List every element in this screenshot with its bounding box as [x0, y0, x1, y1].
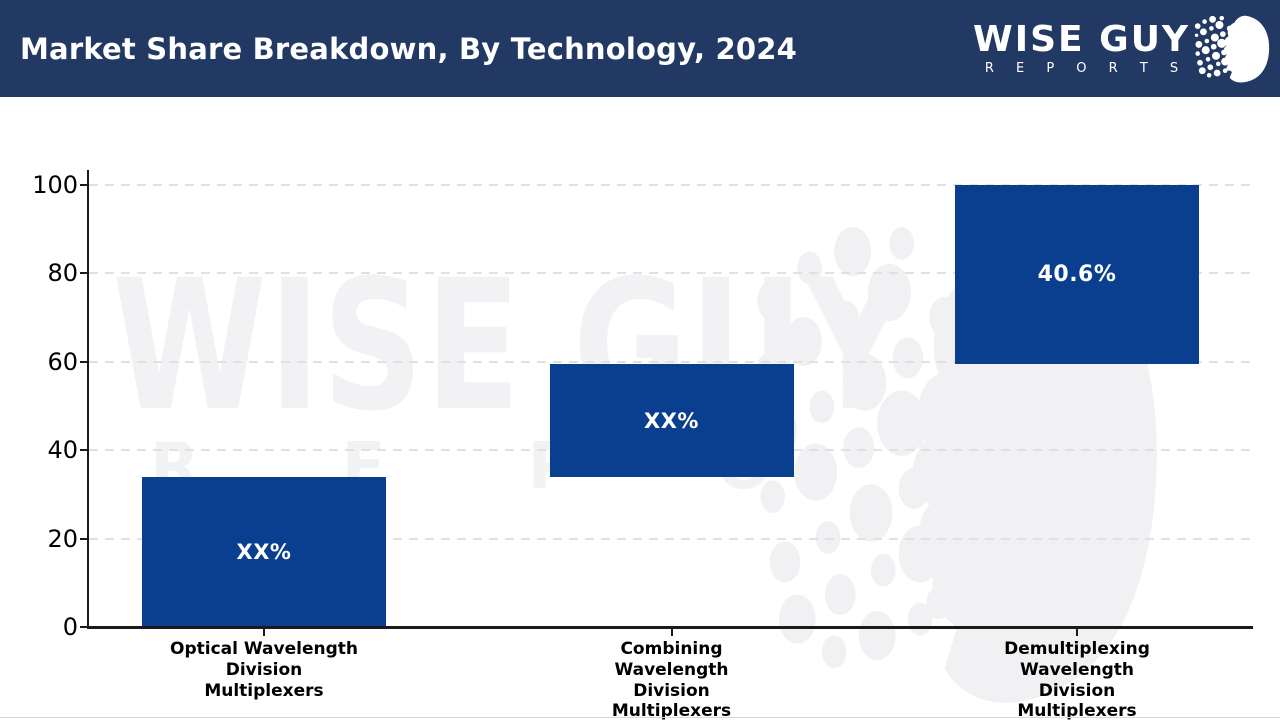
y-tick-label-80-text: 80: [47, 259, 78, 288]
x-category-line: Division: [1038, 680, 1116, 701]
y-tick-mark-40: [80, 449, 88, 452]
x-category-label-0: Optical Wavelength Division Multiplexers: [104, 639, 424, 701]
gridline-100: [89, 183, 1253, 186]
y-axis-spine: [87, 170, 89, 629]
x-category-line: Wavelength: [614, 659, 729, 680]
y-tick-mark-0: [80, 626, 88, 628]
page-title: Market Share Breakdown, By Technology, 2…: [20, 31, 798, 66]
x-category-line: Demultiplexing: [1004, 639, 1150, 659]
bar-value-label: 40.6%: [1037, 262, 1117, 288]
logo-text: WISE GUY R E P O R T S: [972, 18, 1190, 76]
header-bar: Market Share Breakdown, By Technology, 2…: [0, 0, 1280, 97]
y-tick-label-80: 80: [16, 261, 78, 285]
chart-area: WISE GUY R E P O R T S 020406080100XX%XX…: [0, 97, 1280, 722]
x-category-line: Multiplexers: [611, 701, 732, 722]
y-tick-label-0-text: 0: [62, 613, 78, 641]
y-tick-mark-80: [80, 272, 88, 275]
y-tick-label-100: 100: [16, 173, 78, 197]
logo-wordmark: WISE GUY: [972, 18, 1190, 60]
logo-face-icon: [1194, 15, 1270, 82]
y-tick-label-0: 0: [16, 615, 78, 639]
bar-value-label: XX%: [236, 539, 292, 564]
y-tick-label-20-text: 20: [47, 524, 78, 553]
gridline-60: [89, 360, 1253, 363]
gridline-20: [89, 537, 1253, 540]
y-tick-label-60-text: 60: [47, 347, 78, 376]
y-tick-label-40-text: 40: [47, 436, 78, 465]
x-tick-mark-0: [263, 628, 265, 636]
x-category-line: Division: [225, 659, 303, 680]
x-category-line: Combining: [620, 639, 723, 659]
wise-guy-logo: WISE GUY R E P O R T S: [973, 6, 1272, 92]
bar-2: 40.6%: [955, 184, 1199, 365]
x-category-line: Multiplexers: [1017, 701, 1137, 722]
x-category-label-1: Combining Wavelength Division Multiplexers: [512, 639, 832, 722]
y-tick-mark-20: [80, 537, 88, 540]
x-tick-mark-2: [1076, 628, 1078, 636]
y-tick-label-40: 40: [16, 438, 78, 462]
x-tick-mark-1: [670, 628, 673, 636]
x-category-line: Wavelength: [1019, 659, 1135, 680]
y-tick-label-60: 60: [16, 350, 78, 374]
bar-1: XX%: [549, 364, 794, 477]
bar-value-label: XX%: [644, 408, 699, 433]
y-tick-label-100-text: 100: [32, 170, 78, 199]
y-tick-label-20: 20: [16, 527, 78, 551]
x-category-line: Multiplexers: [204, 680, 324, 701]
y-tick-mark-60: [80, 360, 88, 363]
gridline-80: [89, 272, 1253, 275]
logo-subtitle: R E P O R T S: [984, 60, 1188, 76]
bottom-hairline: [0, 717, 1280, 718]
x-category-label-2: Demultiplexing Wavelength Division Multiple…: [917, 639, 1237, 722]
x-axis-spine: [87, 626, 1253, 629]
y-tick-mark-100: [80, 183, 88, 186]
bar-0: XX%: [142, 476, 386, 627]
x-category-line: Optical Wavelength: [170, 639, 358, 659]
x-category-line: Division: [633, 680, 710, 701]
